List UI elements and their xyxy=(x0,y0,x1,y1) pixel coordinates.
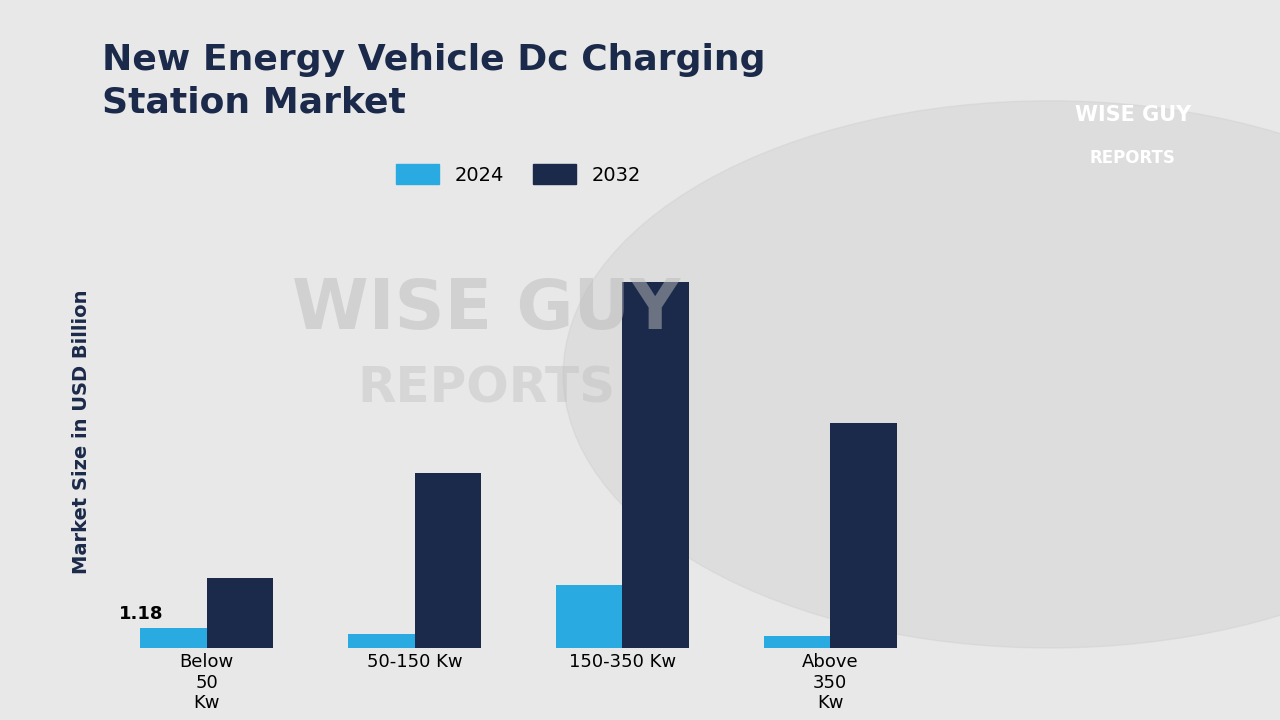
Y-axis label: Market Size in USD Billion: Market Size in USD Billion xyxy=(72,289,91,575)
Text: New Energy Vehicle Dc Charging
Station Market: New Energy Vehicle Dc Charging Station M… xyxy=(102,43,765,120)
Legend: 2024, 2032: 2024, 2032 xyxy=(388,157,649,193)
Text: REPORTS: REPORTS xyxy=(357,365,616,413)
Bar xyxy=(348,634,415,648)
Bar xyxy=(556,585,622,648)
Text: WISE GUY: WISE GUY xyxy=(292,276,681,343)
Text: 1.18: 1.18 xyxy=(119,605,163,623)
Bar xyxy=(831,423,896,648)
Bar xyxy=(141,629,206,648)
Circle shape xyxy=(563,101,1280,648)
Bar xyxy=(415,473,481,648)
Bar xyxy=(206,578,273,648)
Bar xyxy=(764,636,831,648)
Text: WISE GUY: WISE GUY xyxy=(1075,105,1190,125)
Text: REPORTS: REPORTS xyxy=(1089,149,1176,167)
Bar xyxy=(622,282,689,648)
